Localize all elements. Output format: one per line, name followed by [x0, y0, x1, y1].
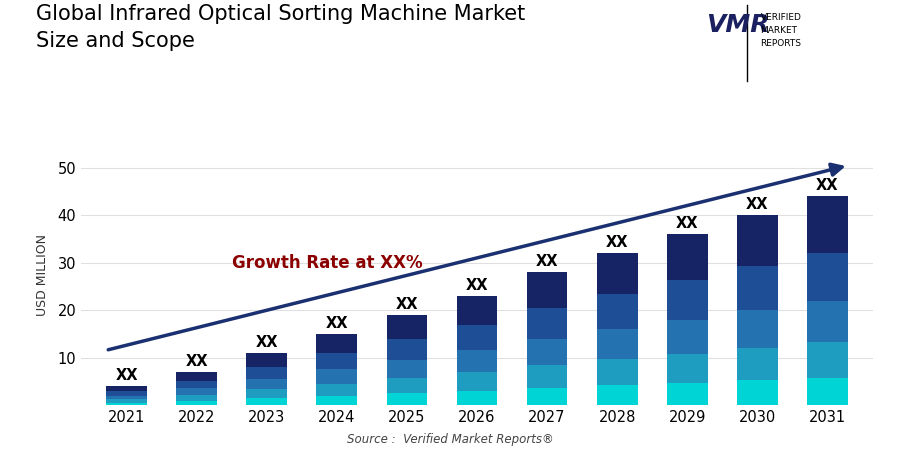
Bar [807, 301, 848, 342]
Bar [317, 384, 357, 396]
Text: XX: XX [185, 354, 208, 369]
Bar [387, 339, 428, 360]
Text: Growth Rate at XX%: Growth Rate at XX% [231, 254, 422, 272]
Bar [526, 388, 567, 405]
Bar [526, 272, 567, 308]
Bar [247, 379, 287, 389]
Bar [247, 367, 287, 379]
Text: XX: XX [256, 335, 278, 350]
Bar [387, 378, 428, 393]
Text: Global Infrared Optical Sorting Machine Market
Size and Scope: Global Infrared Optical Sorting Machine … [36, 4, 526, 51]
Bar [667, 280, 707, 320]
Text: XX: XX [606, 235, 628, 250]
Bar [807, 196, 848, 252]
Bar [597, 360, 637, 385]
Bar [737, 215, 778, 266]
Text: XX: XX [396, 297, 418, 312]
Bar [176, 372, 217, 381]
Bar [526, 338, 567, 365]
Text: XX: XX [816, 178, 839, 194]
Bar [317, 353, 357, 369]
Bar [176, 395, 217, 400]
Text: VMR: VMR [706, 14, 770, 37]
Bar [106, 403, 147, 405]
Bar [317, 369, 357, 384]
Bar [247, 398, 287, 405]
Bar [807, 342, 848, 378]
Bar [387, 360, 428, 378]
Bar [106, 396, 147, 399]
Bar [526, 308, 567, 338]
Bar [597, 294, 637, 329]
Bar [456, 351, 498, 372]
Text: XX: XX [536, 254, 558, 269]
Text: XX: XX [326, 316, 348, 331]
Text: XX: XX [115, 368, 138, 383]
Bar [737, 310, 778, 348]
Bar [176, 400, 217, 405]
Bar [176, 388, 217, 395]
Text: XX: XX [466, 278, 489, 293]
Bar [317, 334, 357, 353]
Bar [667, 354, 707, 383]
Bar [597, 385, 637, 405]
Text: VERIFIED
MARKET
REPORTS: VERIFIED MARKET REPORTS [760, 14, 802, 48]
Bar [526, 365, 567, 388]
Bar [387, 393, 428, 405]
Bar [317, 396, 357, 405]
Bar [456, 296, 498, 325]
Bar [387, 315, 428, 339]
Bar [737, 266, 778, 310]
Bar [667, 234, 707, 280]
Bar [106, 386, 147, 391]
Text: XX: XX [676, 216, 698, 231]
Text: XX: XX [746, 198, 769, 212]
Bar [597, 253, 637, 294]
Bar [807, 252, 848, 301]
Bar [247, 353, 287, 367]
Bar [667, 383, 707, 405]
Bar [737, 380, 778, 405]
Bar [597, 329, 637, 360]
Bar [456, 391, 498, 405]
Text: Source :  Verified Market Reports®: Source : Verified Market Reports® [346, 432, 554, 446]
Bar [247, 389, 287, 398]
Bar [456, 372, 498, 391]
Bar [667, 320, 707, 354]
Bar [106, 391, 147, 396]
Bar [807, 378, 848, 405]
Bar [106, 399, 147, 403]
Y-axis label: USD MILLION: USD MILLION [36, 234, 50, 315]
Bar [176, 381, 217, 388]
Bar [737, 348, 778, 380]
Bar [456, 325, 498, 351]
